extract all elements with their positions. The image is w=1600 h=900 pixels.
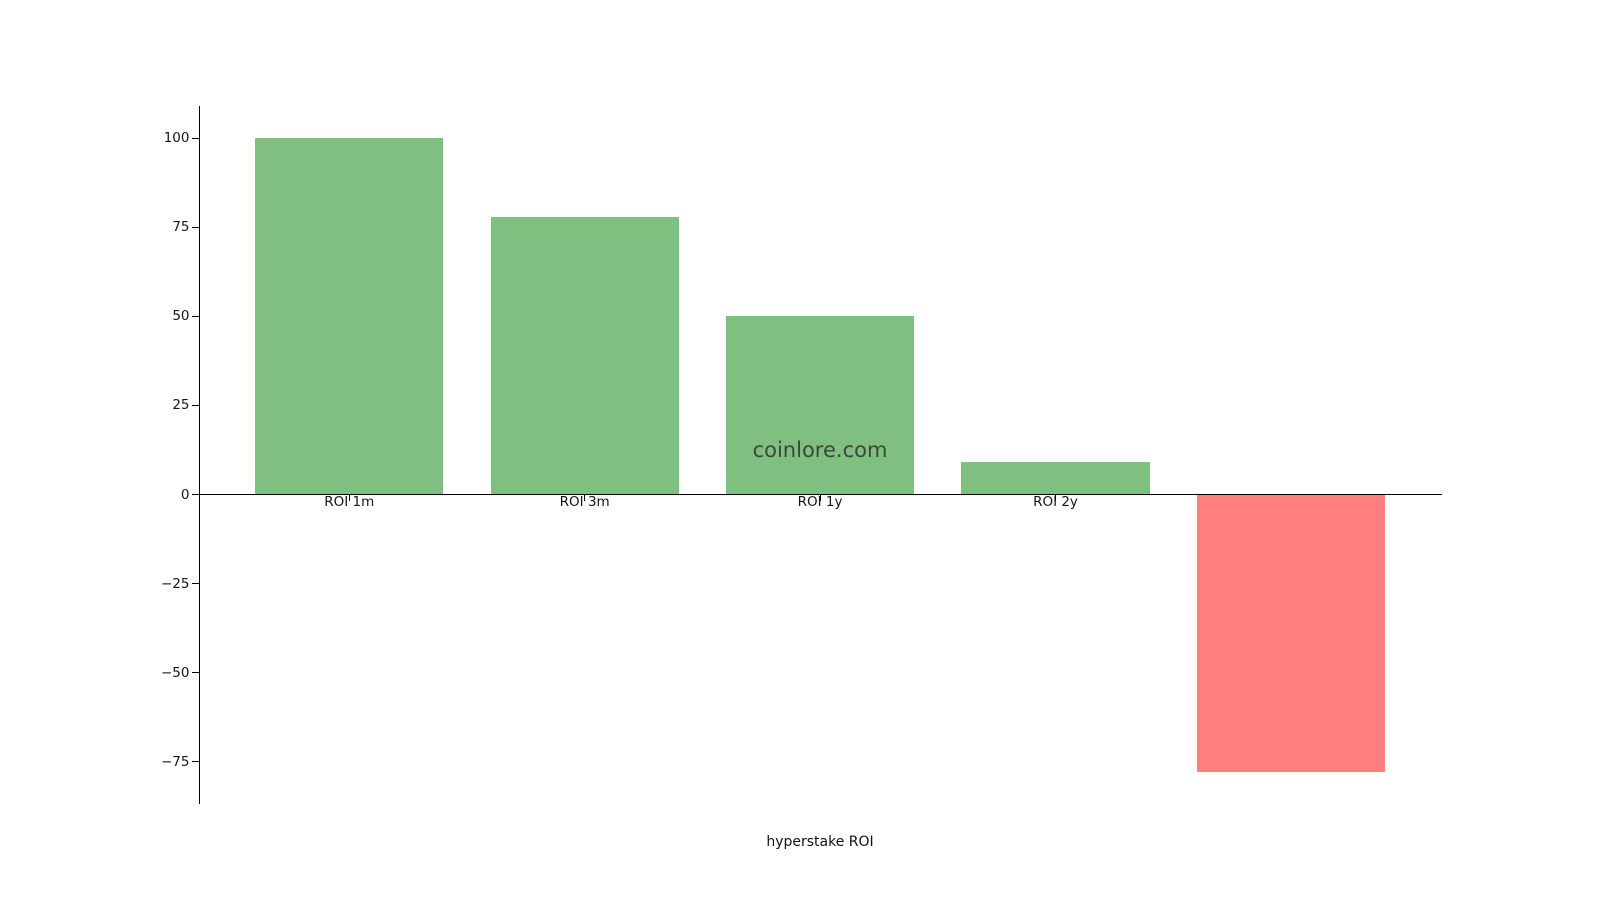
y-tick-label: 0 bbox=[180, 486, 190, 503]
y-tick-label: 75 bbox=[172, 219, 190, 236]
y-axis-spine bbox=[198, 106, 200, 805]
x-tick-mark bbox=[819, 494, 821, 501]
y-tick-mark bbox=[192, 226, 199, 228]
x-tick-mark bbox=[1054, 494, 1057, 501]
bar-unlabeled-4 bbox=[1196, 494, 1386, 773]
bar-roi-3m bbox=[490, 216, 679, 495]
y-tick-mark bbox=[192, 583, 199, 585]
y-tick-label: −50 bbox=[161, 664, 190, 681]
chart-caption: hyperstake ROI bbox=[766, 834, 874, 850]
x-axis-spine bbox=[198, 493, 1442, 496]
y-tick-label: 100 bbox=[163, 130, 190, 147]
y-tick-mark bbox=[192, 493, 199, 496]
x-tick-label: ROI 1m bbox=[324, 494, 375, 510]
y-tick-label: 50 bbox=[172, 308, 190, 325]
x-tick-label: ROI 3m bbox=[559, 494, 610, 510]
x-tick-label: ROI 1y bbox=[797, 494, 843, 510]
bar-roi-1m bbox=[255, 138, 444, 495]
watermark: coinlore.com bbox=[752, 438, 888, 462]
x-tick-mark bbox=[584, 494, 586, 501]
bar-roi-2y bbox=[961, 462, 1150, 495]
x-tick-label: ROI 2y bbox=[1033, 494, 1078, 510]
bar-roi-1y bbox=[725, 316, 915, 495]
y-tick-label: −75 bbox=[161, 753, 190, 770]
y-tick-mark bbox=[192, 761, 199, 763]
y-tick-mark bbox=[192, 672, 199, 674]
y-tick-mark bbox=[192, 315, 199, 317]
y-tick-mark bbox=[192, 137, 199, 139]
y-tick-label: −25 bbox=[161, 575, 190, 592]
x-tick-mark bbox=[348, 494, 350, 501]
y-tick-label: 25 bbox=[172, 397, 190, 414]
y-tick-mark bbox=[192, 404, 199, 406]
